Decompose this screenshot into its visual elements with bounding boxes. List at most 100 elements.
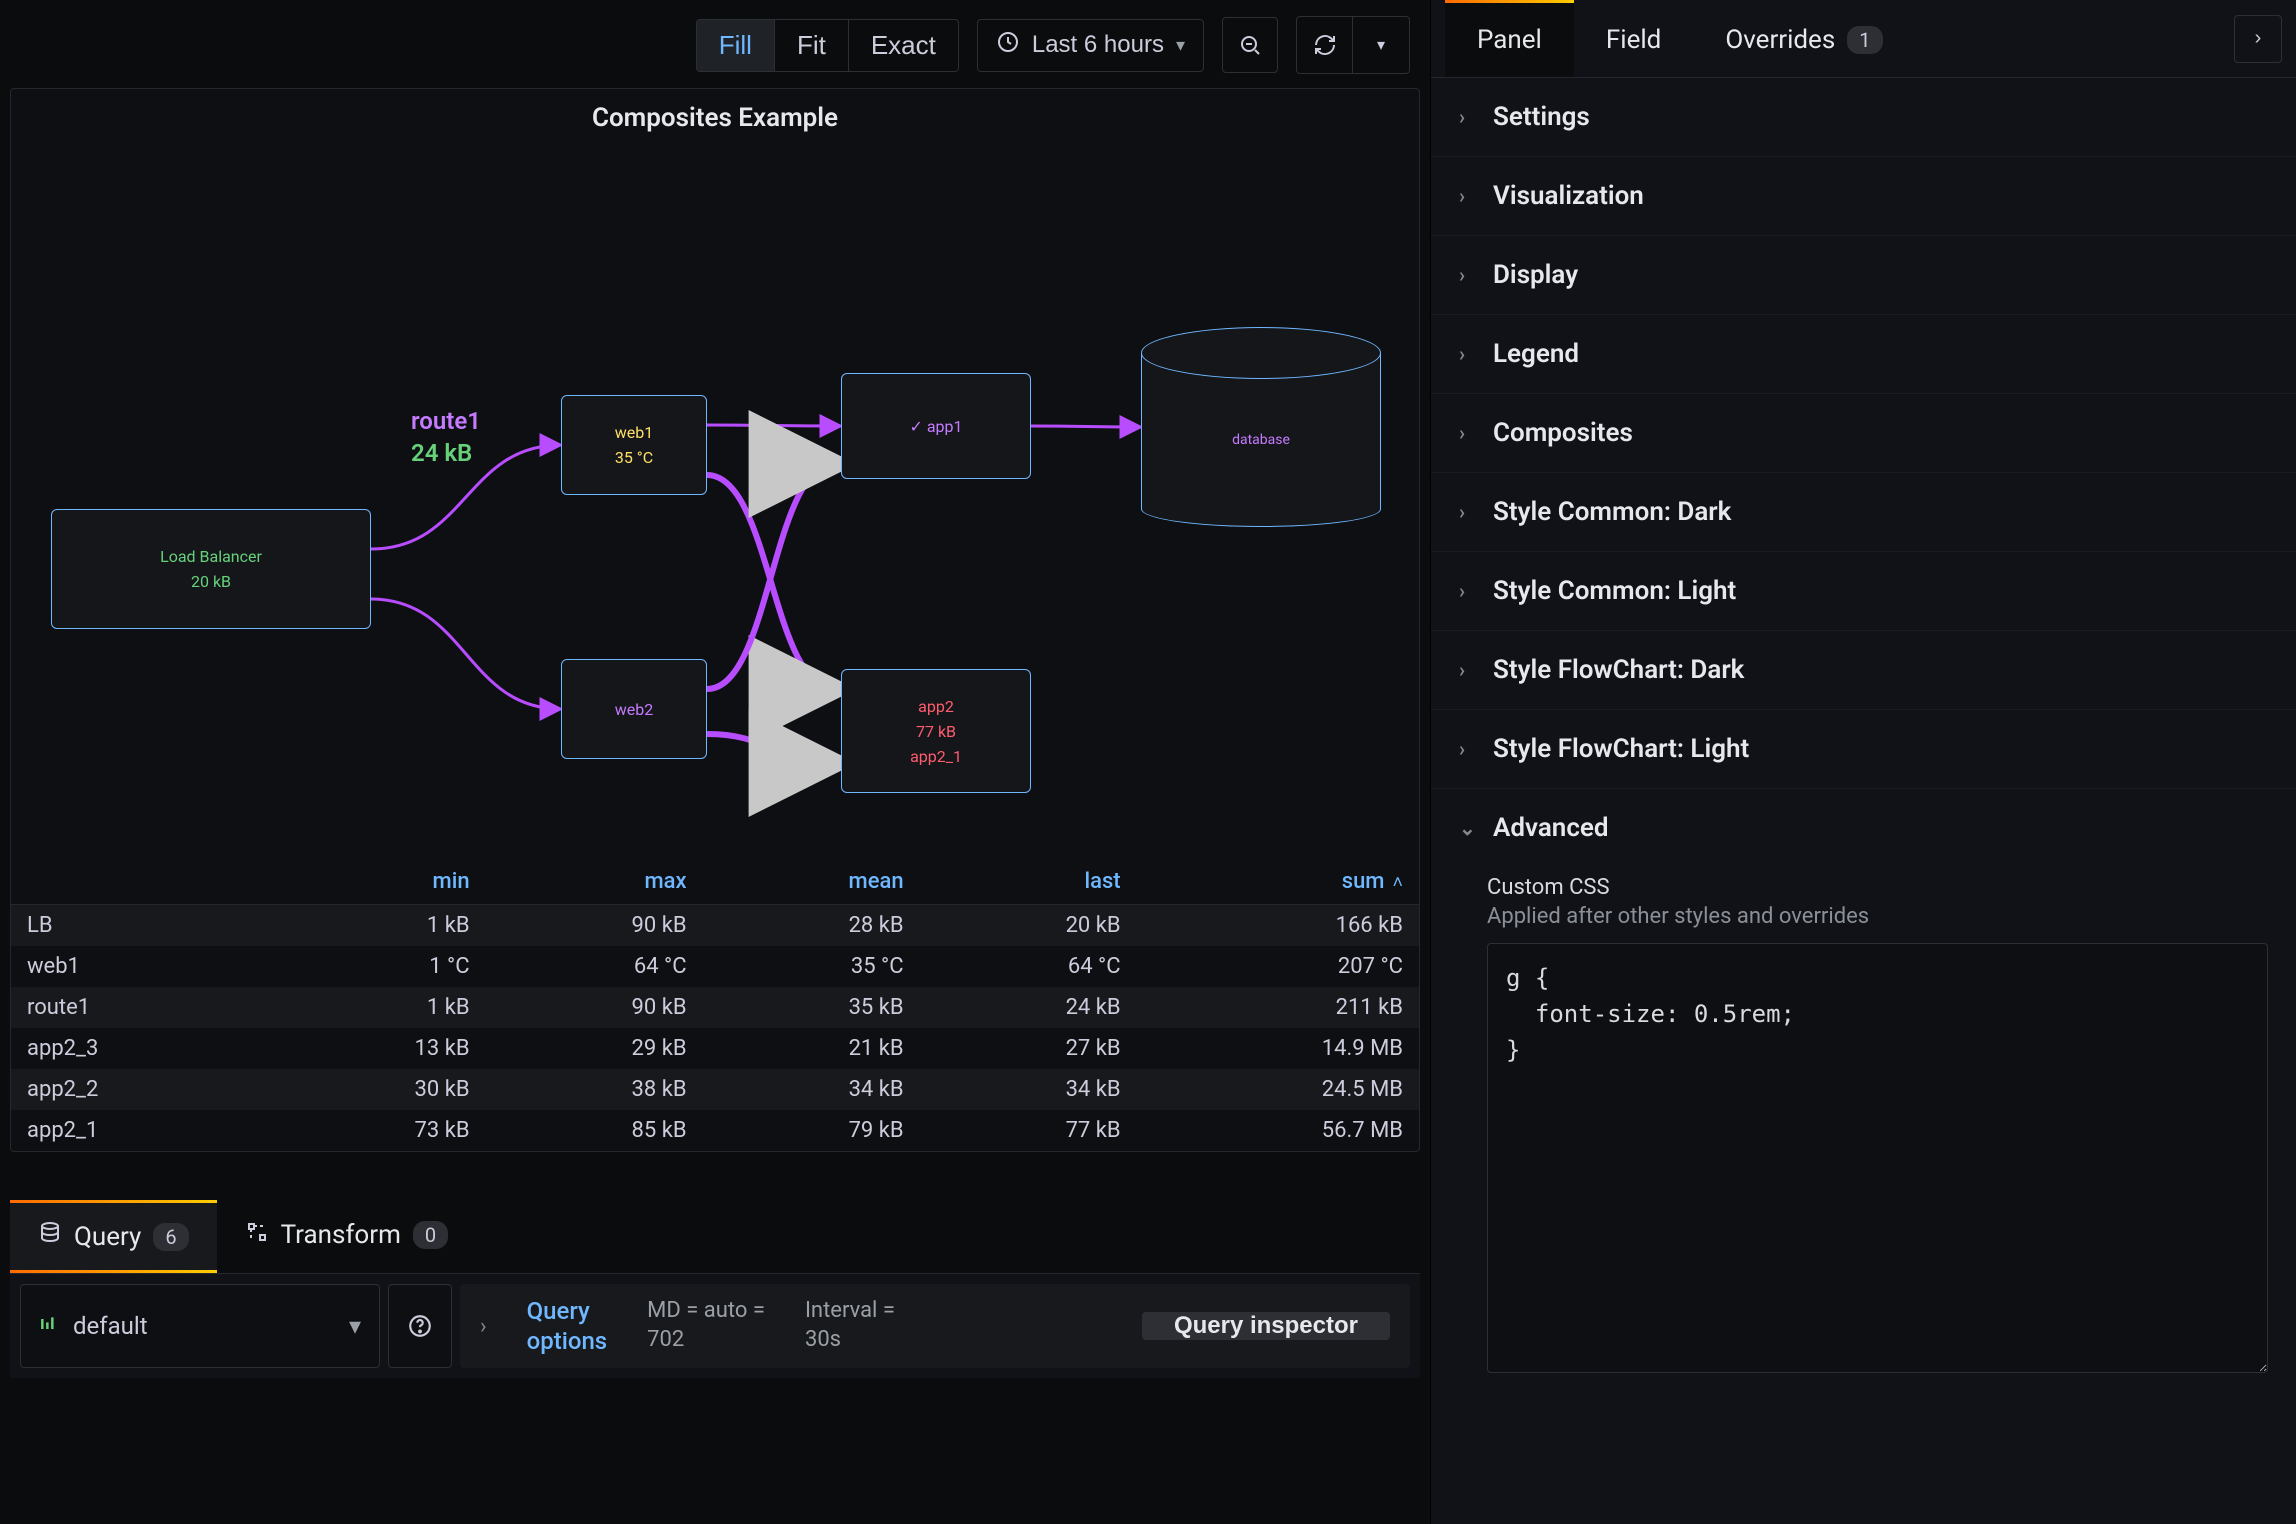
- chevron-down-icon: ▾: [1377, 35, 1385, 55]
- time-range-label: Last 6 hours: [1032, 31, 1164, 59]
- chevron-right-icon: ›: [1459, 184, 1477, 208]
- collapse-sidepanel-button[interactable]: ›: [2234, 15, 2282, 63]
- tab-query-count: 6: [153, 1223, 188, 1251]
- table-cell: 34 kB: [703, 1069, 920, 1110]
- table-cell: 85 kB: [486, 1110, 703, 1151]
- table-cell: 38 kB: [486, 1069, 703, 1110]
- table-cell: 35 °C: [703, 946, 920, 987]
- chevron-down-icon: ▾: [349, 1312, 361, 1340]
- col-sum[interactable]: sum˄: [1137, 859, 1419, 905]
- accordion-visualization[interactable]: › Visualization: [1431, 157, 2296, 236]
- datasource-icon: [39, 1312, 59, 1340]
- time-range-picker[interactable]: Last 6 hours ▾: [977, 19, 1204, 72]
- table-cell: 1 kB: [269, 987, 486, 1028]
- col-max[interactable]: max: [486, 859, 703, 905]
- col-name[interactable]: [11, 859, 269, 905]
- table-cell: 14.9 MB: [1137, 1028, 1419, 1069]
- query-options-md: MD = auto = 702: [647, 1297, 765, 1354]
- accordion-label: Legend: [1493, 339, 1579, 369]
- tab-transform[interactable]: Transform 0: [217, 1200, 477, 1273]
- table-cell: route1: [11, 987, 269, 1028]
- accordion-label: Style FlowChart: Light: [1493, 734, 1749, 764]
- accordion-legend[interactable]: ›Legend: [1431, 315, 2296, 394]
- datasource-help-button[interactable]: [388, 1284, 452, 1368]
- accordion-label: Style Common: Light: [1493, 576, 1736, 606]
- tab-overrides[interactable]: Overrides 1: [1693, 0, 1914, 77]
- node-web1[interactable]: web135 °C: [561, 395, 707, 495]
- accordion-style-common-dark[interactable]: › Style Common: Dark: [1431, 473, 2296, 552]
- visualization-panel: Composites Example Load Balancer20 kBweb…: [10, 88, 1420, 1152]
- chevron-down-icon: ▾: [1176, 35, 1185, 56]
- table-cell: 13 kB: [269, 1028, 486, 1069]
- query-options-card[interactable]: › Query options MD = auto = 702 Interval…: [460, 1284, 1410, 1368]
- refresh-button[interactable]: [1297, 17, 1353, 73]
- chevron-right-icon: ›: [2255, 27, 2262, 50]
- tab-panel[interactable]: Panel: [1445, 0, 1574, 77]
- table-cell: 20 kB: [920, 905, 1137, 947]
- accordion-style-flowchart-dark[interactable]: ›Style FlowChart: Dark: [1431, 631, 2296, 710]
- col-last[interactable]: last: [920, 859, 1137, 905]
- node-text: 20 kB: [191, 572, 231, 591]
- table-cell: 90 kB: [486, 905, 703, 947]
- table-cell: 24 kB: [920, 987, 1137, 1028]
- table-cell: 73 kB: [269, 1110, 486, 1151]
- chevron-right-icon: ›: [1459, 421, 1477, 445]
- fit-mode-fill[interactable]: Fill: [697, 20, 775, 71]
- table-cell: 24.5 MB: [1137, 1069, 1419, 1110]
- node-web2[interactable]: web2: [561, 659, 707, 759]
- node-database[interactable]: database: [1141, 353, 1381, 527]
- sort-indicator-icon: ˄: [1392, 872, 1403, 893]
- accordion-label: Style FlowChart: Dark: [1493, 655, 1744, 685]
- chevron-right-icon: ›: [1459, 105, 1477, 129]
- table-cell: 56.7 MB: [1137, 1110, 1419, 1151]
- accordion-label: Composites: [1493, 418, 1633, 448]
- col-mean[interactable]: mean: [703, 859, 920, 905]
- node-text: app2_1: [910, 747, 962, 766]
- table-row: app2_313 kB29 kB21 kB27 kB14.9 MB: [11, 1028, 1419, 1069]
- edge-label-route-value: 24 kB: [411, 439, 472, 467]
- check-icon: ✓: [909, 417, 926, 436]
- tab-field[interactable]: Field: [1574, 0, 1693, 77]
- accordion-display[interactable]: ›Display: [1431, 236, 2296, 315]
- node-text: app2: [918, 697, 954, 716]
- fit-mode-exact[interactable]: Exact: [849, 20, 958, 71]
- col-min[interactable]: min: [269, 859, 486, 905]
- accordion-label: Style Common: Dark: [1493, 497, 1731, 527]
- accordion-composites[interactable]: › Composites: [1431, 394, 2296, 473]
- fit-mode-fit[interactable]: Fit: [775, 20, 849, 71]
- accordion-style-flowchart-light[interactable]: › Style FlowChart: Light: [1431, 710, 2296, 789]
- node-text: 77 kB: [916, 722, 956, 741]
- overrides-count: 1: [1847, 26, 1882, 54]
- node-load-balancer[interactable]: Load Balancer 20 kB: [51, 509, 371, 629]
- node-text: ✓ app1: [909, 417, 962, 436]
- accordion-settings[interactable]: ›Settings: [1431, 78, 2296, 157]
- zoom-out-button[interactable]: [1222, 17, 1278, 73]
- accordion-advanced[interactable]: ⌄ Advanced: [1431, 789, 2296, 867]
- node-text: Load Balancer: [160, 547, 262, 566]
- refresh-interval-dropdown[interactable]: ▾: [1353, 17, 1409, 73]
- table-cell: 166 kB: [1137, 905, 1419, 947]
- table-cell: app2_2: [11, 1069, 269, 1110]
- query-inspector-button[interactable]: Query inspector: [1142, 1312, 1390, 1340]
- refresh-control: ▾: [1296, 16, 1410, 74]
- custom-css-editor[interactable]: [1487, 943, 2268, 1373]
- node-app1[interactable]: ✓ app1: [841, 373, 1031, 479]
- tab-transform-count: 0: [413, 1221, 448, 1249]
- table-cell: 21 kB: [703, 1028, 920, 1069]
- query-options-row: default ▾ › Query options: [10, 1273, 1420, 1378]
- flowchart-diagram: Load Balancer 20 kB web135 °C web2 ✓ app1 app…: [11, 139, 1419, 859]
- tab-query[interactable]: Query 6: [10, 1200, 217, 1273]
- chevron-right-icon: ›: [1459, 263, 1477, 287]
- chevron-right-icon: ›: [1459, 500, 1477, 524]
- table-cell: 35 kB: [703, 987, 920, 1028]
- custom-css-label: Custom CSS: [1487, 875, 2268, 900]
- stats-table: minmaxmeanlastsum˄ LB1 kB90 kB28 kB20 kB…: [11, 859, 1419, 1151]
- chevron-right-icon: ›: [1459, 737, 1477, 761]
- datasource-select[interactable]: default ▾: [20, 1284, 380, 1368]
- chevron-down-icon: ⌄: [1459, 816, 1477, 840]
- accordion-style-common-light[interactable]: › Style Common: Light: [1431, 552, 2296, 631]
- chevron-right-icon: ›: [1459, 579, 1477, 603]
- node-app2[interactable]: app2 77 kB app2_1: [841, 669, 1031, 793]
- table-cell: 207 °C: [1137, 946, 1419, 987]
- accordion-label: Visualization: [1493, 181, 1644, 211]
